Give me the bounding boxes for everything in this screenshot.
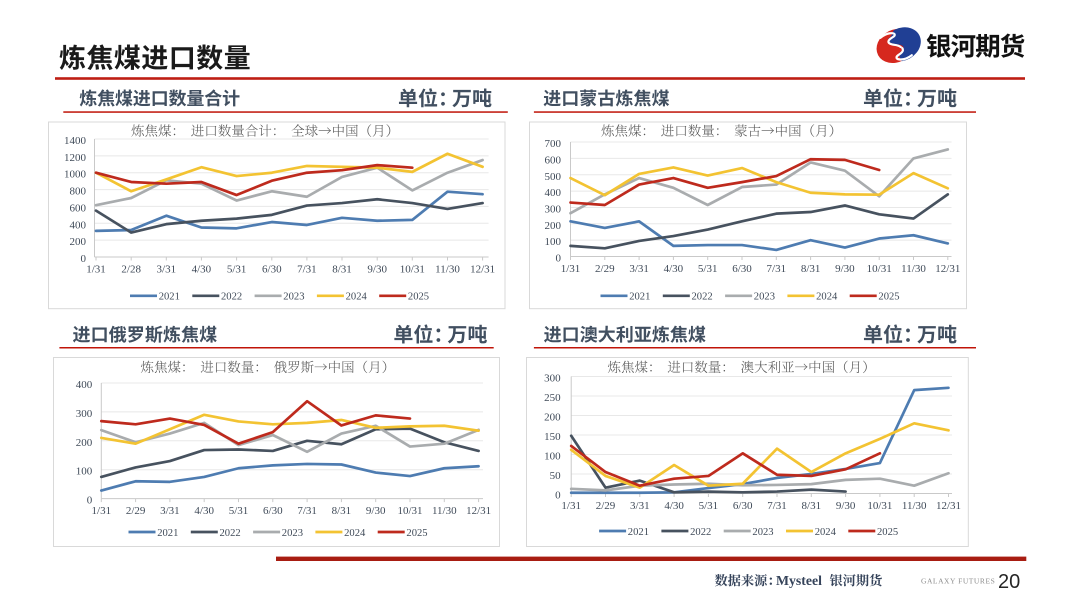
svg-text:600: 600 xyxy=(70,202,87,214)
svg-text:2023: 2023 xyxy=(283,292,304,303)
svg-text:800: 800 xyxy=(70,186,87,198)
svg-text:7/31: 7/31 xyxy=(767,263,787,275)
svg-text:7/31: 7/31 xyxy=(297,264,317,276)
svg-text:GALAXY FUTURES: GALAXY FUTURES xyxy=(921,577,995,586)
svg-text:1/31: 1/31 xyxy=(561,500,581,512)
svg-text:5/31: 5/31 xyxy=(229,505,249,517)
svg-text:9/30: 9/30 xyxy=(835,263,855,275)
svg-text:400: 400 xyxy=(545,187,562,199)
svg-text:9/30: 9/30 xyxy=(366,505,386,517)
svg-text:2/29: 2/29 xyxy=(596,500,616,512)
svg-text:2021: 2021 xyxy=(157,528,178,539)
svg-text:2025: 2025 xyxy=(406,528,427,539)
svg-text:100: 100 xyxy=(545,236,562,248)
svg-text:200: 200 xyxy=(544,412,561,424)
svg-text:2/29: 2/29 xyxy=(595,263,615,275)
svg-text:5/31: 5/31 xyxy=(698,263,718,275)
svg-text:2025: 2025 xyxy=(877,527,898,538)
svg-text:300: 300 xyxy=(545,203,562,215)
svg-text:2024: 2024 xyxy=(815,527,837,538)
svg-text:10/31: 10/31 xyxy=(397,505,422,517)
svg-text:5/31: 5/31 xyxy=(699,500,719,512)
svg-text:Mysteel: Mysteel xyxy=(776,573,822,588)
svg-text:8/31: 8/31 xyxy=(801,263,821,275)
svg-text:8/31: 8/31 xyxy=(332,505,352,517)
svg-text:1000: 1000 xyxy=(64,169,87,181)
svg-text:600: 600 xyxy=(545,154,562,166)
svg-text:1/31: 1/31 xyxy=(86,264,106,276)
svg-text:250: 250 xyxy=(544,392,561,404)
svg-text:200: 200 xyxy=(70,236,87,248)
svg-text:3/31: 3/31 xyxy=(629,263,649,275)
svg-text:11/30: 11/30 xyxy=(432,505,457,517)
svg-text:2/29: 2/29 xyxy=(126,505,146,517)
svg-text:2023: 2023 xyxy=(754,292,775,303)
svg-text:6/30: 6/30 xyxy=(733,500,753,512)
svg-text:12/31: 12/31 xyxy=(935,263,960,275)
svg-text:20: 20 xyxy=(998,571,1020,593)
svg-text:11/30: 11/30 xyxy=(902,500,927,512)
svg-text:11/30: 11/30 xyxy=(901,263,926,275)
svg-text:6/30: 6/30 xyxy=(262,264,282,276)
svg-text:2021: 2021 xyxy=(628,527,649,538)
svg-text:100: 100 xyxy=(76,466,93,478)
svg-text:10/31: 10/31 xyxy=(400,264,425,276)
svg-text:0: 0 xyxy=(87,495,93,507)
svg-text:2/28: 2/28 xyxy=(121,264,141,276)
svg-text:4/30: 4/30 xyxy=(664,500,684,512)
svg-text:2024: 2024 xyxy=(346,292,368,303)
svg-text:0: 0 xyxy=(556,253,562,265)
svg-text:9/30: 9/30 xyxy=(367,264,387,276)
svg-text:200: 200 xyxy=(76,437,93,449)
svg-text:1400: 1400 xyxy=(64,135,87,147)
svg-text:1/31: 1/31 xyxy=(561,263,581,275)
svg-text:400: 400 xyxy=(70,219,87,231)
svg-text:3/31: 3/31 xyxy=(160,505,180,517)
svg-text:300: 300 xyxy=(544,373,561,385)
svg-text:4/30: 4/30 xyxy=(194,505,214,517)
svg-text:2022: 2022 xyxy=(690,527,711,538)
svg-text:10/31: 10/31 xyxy=(867,500,892,512)
svg-text:2025: 2025 xyxy=(878,292,899,303)
svg-text:2021: 2021 xyxy=(629,292,650,303)
svg-text:8/31: 8/31 xyxy=(332,264,352,276)
svg-text:2024: 2024 xyxy=(816,292,838,303)
svg-text:700: 700 xyxy=(545,138,562,150)
svg-text:10/31: 10/31 xyxy=(867,263,892,275)
svg-text:100: 100 xyxy=(544,451,561,463)
svg-text:5/31: 5/31 xyxy=(227,264,247,276)
svg-text:2025: 2025 xyxy=(408,292,429,303)
svg-text:12/31: 12/31 xyxy=(936,500,961,512)
svg-text:2022: 2022 xyxy=(692,292,713,303)
svg-text:500: 500 xyxy=(545,171,562,183)
svg-text:400: 400 xyxy=(76,379,93,391)
svg-text:2023: 2023 xyxy=(282,528,303,539)
svg-text:12/31: 12/31 xyxy=(466,505,491,517)
svg-text:8/31: 8/31 xyxy=(802,500,822,512)
svg-text:50: 50 xyxy=(550,470,562,482)
svg-text:2022: 2022 xyxy=(220,528,241,539)
svg-text:200: 200 xyxy=(545,220,562,232)
svg-text:11/30: 11/30 xyxy=(435,264,460,276)
svg-text:2021: 2021 xyxy=(159,292,180,303)
svg-text:6/30: 6/30 xyxy=(732,263,752,275)
svg-text:2022: 2022 xyxy=(221,292,242,303)
svg-text:150: 150 xyxy=(544,431,561,443)
svg-text:0: 0 xyxy=(555,490,561,502)
svg-text:12/31: 12/31 xyxy=(470,264,495,276)
svg-text:4/30: 4/30 xyxy=(192,264,212,276)
svg-text:6/30: 6/30 xyxy=(263,505,283,517)
svg-text:7/31: 7/31 xyxy=(767,500,787,512)
svg-text:1200: 1200 xyxy=(64,152,87,164)
svg-text:4/30: 4/30 xyxy=(664,263,684,275)
svg-text:7/31: 7/31 xyxy=(297,505,317,517)
svg-text:9/30: 9/30 xyxy=(836,500,856,512)
svg-text:2024: 2024 xyxy=(344,528,366,539)
svg-text:0: 0 xyxy=(81,253,87,265)
svg-text:3/31: 3/31 xyxy=(630,500,650,512)
svg-text:1/31: 1/31 xyxy=(92,505,112,517)
svg-text:2023: 2023 xyxy=(752,527,773,538)
svg-text:300: 300 xyxy=(76,408,93,420)
svg-text:3/31: 3/31 xyxy=(157,264,177,276)
